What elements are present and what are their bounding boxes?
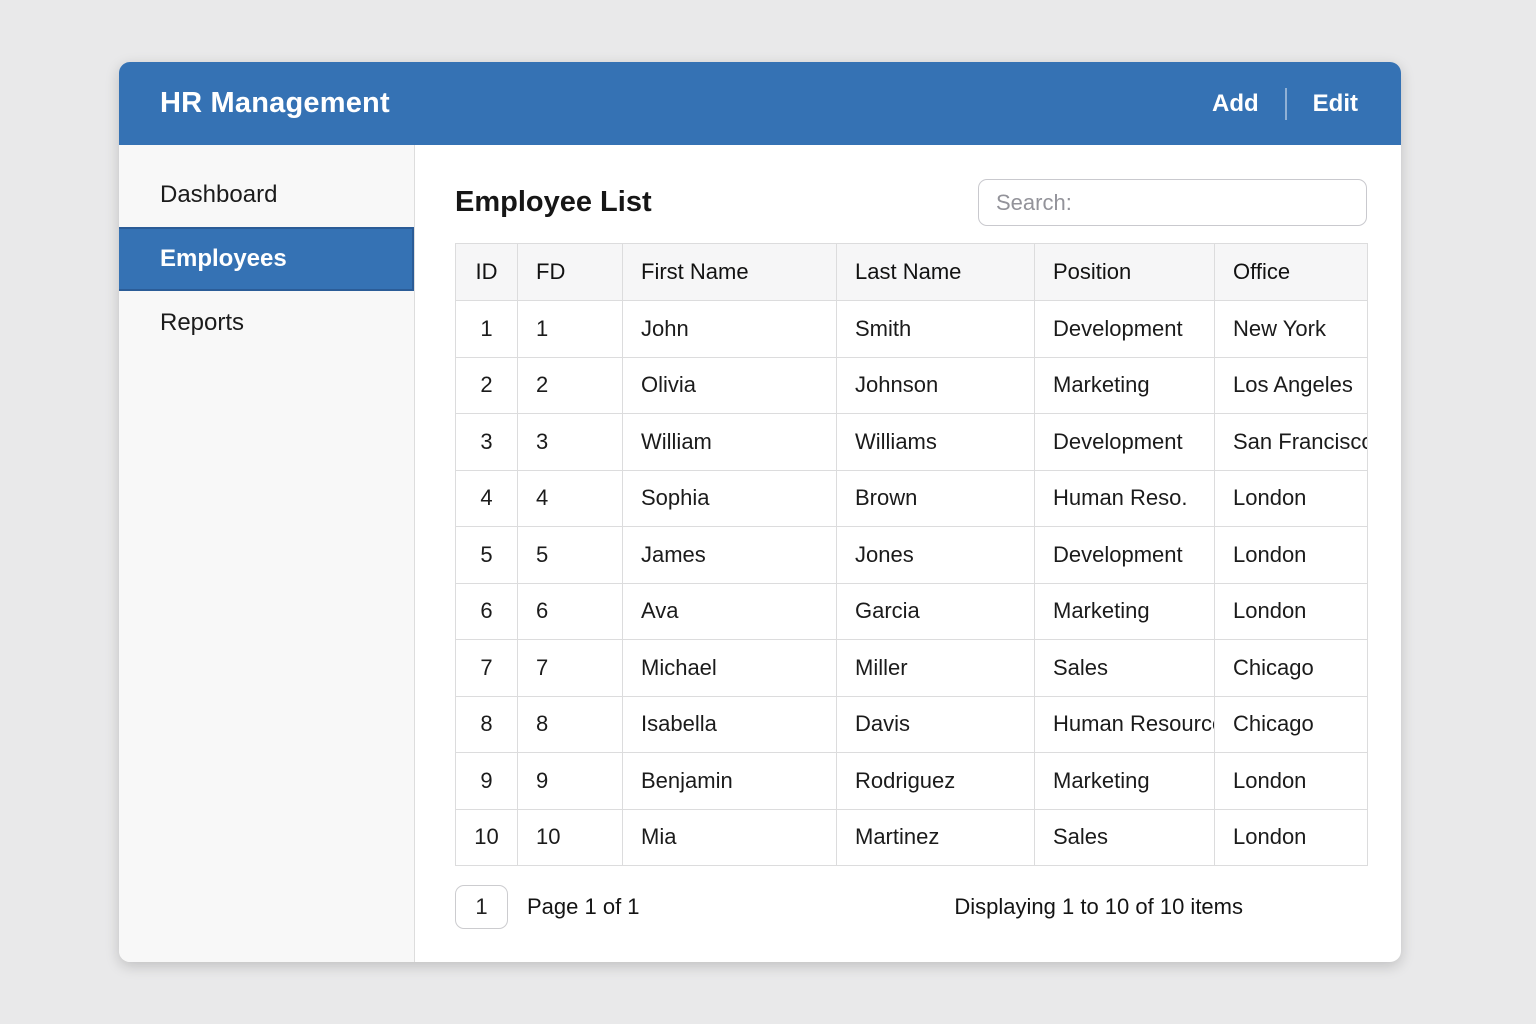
table-row[interactable]: 6 6 Ava Garcia Marketing London <box>455 582 1368 640</box>
table-cell-first-name: Sophia <box>622 469 837 527</box>
table-cell-last-name: Martinez <box>836 808 1035 866</box>
sidebar-item-reports[interactable]: Reports <box>160 309 245 336</box>
table-cell-id: 2 <box>455 356 518 414</box>
table-row[interactable]: 1 1 John Smith Development New York <box>455 300 1368 358</box>
display-info: Displaying 1 to 10 of 10 items <box>954 894 1243 919</box>
table-cell-first-name: John <box>622 300 837 358</box>
table-cell-id: 6 <box>455 582 518 640</box>
table-row[interactable]: 9 9 Benjamin Rodriguez Marketing London <box>455 752 1368 810</box>
table-cell-position: Marketing <box>1034 752 1215 810</box>
table-cell-id: 4 <box>455 469 518 527</box>
card-body: Dashboard Employees Reports Employee List … <box>119 145 1401 962</box>
main-header: Employee List <box>455 179 1367 226</box>
table-cell-id: 1 <box>455 300 518 358</box>
table-row[interactable]: 5 5 James Jones Development London <box>455 526 1368 584</box>
table-cell-position: Development <box>1034 413 1215 471</box>
column-header-id[interactable]: ID <box>455 243 518 301</box>
table-cell-office: Chicago <box>1214 695 1368 753</box>
page-1-button[interactable]: 1 <box>455 885 508 929</box>
table-cell-last-name: Rodriguez <box>836 752 1035 810</box>
column-header-last-name[interactable]: Last Name <box>836 243 1035 301</box>
table-cell-fd: 5 <box>517 526 623 584</box>
table-cell-id: 5 <box>455 526 518 584</box>
table-cell-fd: 8 <box>517 695 623 753</box>
table-cell-office: New York <box>1214 300 1368 358</box>
table-cell-office: London <box>1214 808 1368 866</box>
app-header: HR Management Add Edit <box>119 62 1401 145</box>
table-cell-position: Human Resources <box>1034 695 1215 753</box>
sidebar: Dashboard Employees Reports <box>119 145 415 962</box>
table-cell-first-name: Mia <box>622 808 837 866</box>
table-cell-fd: 1 <box>517 300 623 358</box>
table-cell-first-name: Michael <box>622 639 837 697</box>
table-cell-position: Marketing <box>1034 582 1215 640</box>
table-cell-office: London <box>1214 752 1368 810</box>
header-actions: Add Edit <box>1212 87 1358 120</box>
table-cell-first-name: James <box>622 526 837 584</box>
table-cell-last-name: Smith <box>836 300 1035 358</box>
table-cell-position: Development <box>1034 526 1215 584</box>
table-cell-last-name: Davis <box>836 695 1035 753</box>
table-cell-id: 3 <box>455 413 518 471</box>
table-cell-office: Los Angeles <box>1214 356 1368 414</box>
table-cell-last-name: Garcia <box>836 582 1035 640</box>
table-cell-fd: 6 <box>517 582 623 640</box>
table-cell-office: London <box>1214 582 1368 640</box>
table-cell-id: 8 <box>455 695 518 753</box>
sidebar-item-employees[interactable]: Employees <box>119 227 414 291</box>
table-cell-first-name: William <box>622 413 837 471</box>
app-window: HR Management Add Edit Dashboard Employee… <box>119 62 1401 962</box>
column-header-office[interactable]: Office <box>1214 243 1368 301</box>
table-cell-id: 10 <box>455 808 518 866</box>
table-cell-office: Chicago <box>1214 639 1368 697</box>
employee-table-body: 1 1 John Smith Development New York 2 2 Olivia Jo… <box>455 300 1368 866</box>
table-cell-fd: 3 <box>517 413 623 471</box>
table-cell-last-name: Williams <box>836 413 1035 471</box>
column-header-fd[interactable]: FD <box>517 243 623 301</box>
table-cell-position: Human Reso. <box>1034 469 1215 527</box>
search-input[interactable] <box>978 179 1367 226</box>
sidebar-item-dashboard[interactable]: Dashboard <box>160 181 278 208</box>
table-cell-first-name: Benjamin <box>622 752 837 810</box>
column-header-position[interactable]: Position <box>1034 243 1215 301</box>
table-cell-office: London <box>1214 469 1368 527</box>
table-header-row: ID FD First Name Last Name Position Office <box>455 243 1368 301</box>
table-cell-fd: 10 <box>517 808 623 866</box>
table-row[interactable]: 7 7 Michael Miller Sales Chicago <box>455 639 1368 697</box>
table-cell-first-name: Isabella <box>622 695 837 753</box>
table-cell-last-name: Jones <box>836 526 1035 584</box>
table-cell-office: San Francisco <box>1214 413 1368 471</box>
table-cell-last-name: Brown <box>836 469 1035 527</box>
pagination: 1 Page 1 of 1 Displaying 1 to 10 of 10 i… <box>455 885 1367 929</box>
table-cell-position: Development <box>1034 300 1215 358</box>
edit-button[interactable]: Edit <box>1312 89 1358 117</box>
table-row[interactable]: 10 10 Mia Martinez Sales London <box>455 808 1368 866</box>
page-title: Employee List <box>455 186 652 218</box>
table-cell-fd: 7 <box>517 639 623 697</box>
table-row[interactable]: 3 3 William Williams Development San Francisc… <box>455 413 1368 471</box>
header-actions-divider <box>1284 87 1287 120</box>
table-row[interactable]: 4 4 Sophia Brown Human Reso. London <box>455 469 1368 527</box>
table-row[interactable]: 2 2 Olivia Johnson Marketing Los Angeles <box>455 356 1368 414</box>
table-cell-fd: 9 <box>517 752 623 810</box>
table-cell-last-name: Miller <box>836 639 1035 697</box>
table-cell-position: Sales <box>1034 808 1215 866</box>
app-title: HR Management <box>160 87 390 119</box>
table-cell-fd: 4 <box>517 469 623 527</box>
table-cell-id: 7 <box>455 639 518 697</box>
column-header-first-name[interactable]: First Name <box>622 243 837 301</box>
table-cell-position: Marketing <box>1034 356 1215 414</box>
table-cell-first-name: Ava <box>622 582 837 640</box>
table-cell-first-name: Olivia <box>622 356 837 414</box>
table-cell-id: 9 <box>455 752 518 810</box>
page-info: Page 1 of 1 <box>527 894 640 919</box>
table-cell-position: Sales <box>1034 639 1215 697</box>
add-button[interactable]: Add <box>1212 89 1259 117</box>
table-cell-office: London <box>1214 526 1368 584</box>
table-cell-last-name: Johnson <box>836 356 1035 414</box>
table-cell-fd: 2 <box>517 356 623 414</box>
